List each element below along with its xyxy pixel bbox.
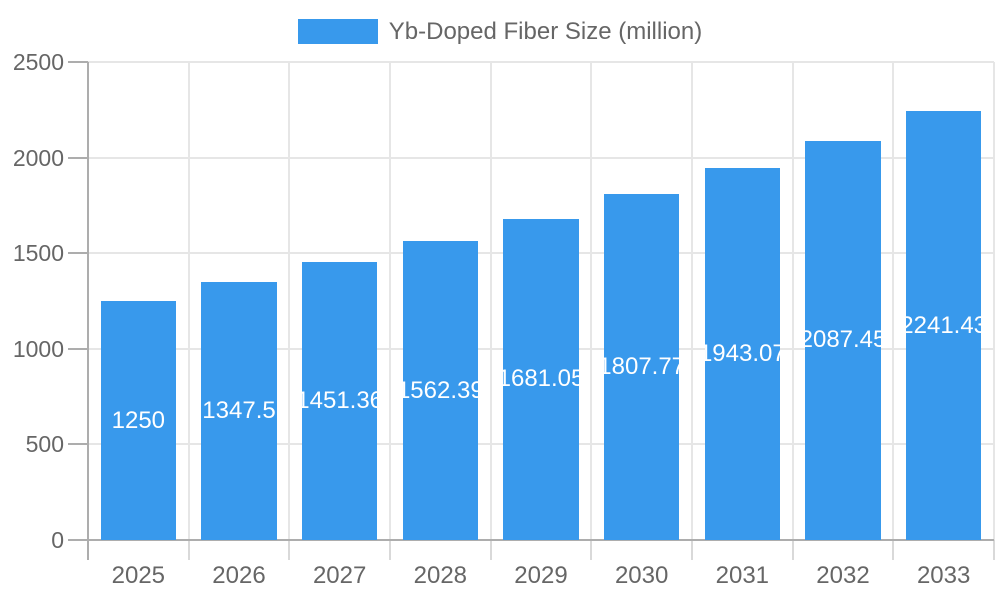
v-gridline xyxy=(288,62,291,540)
bar-2033[interactable]: 2241.43 xyxy=(905,111,982,540)
bar-value-label: 2087.45 xyxy=(805,326,881,354)
bar-2029[interactable]: 1681.05 xyxy=(503,218,579,540)
bar-value-label: 1347.5 xyxy=(202,397,276,425)
bar-value-label: 1250 xyxy=(111,406,166,434)
x-tick-mark xyxy=(187,540,190,560)
bar-value-label: 1562.39 xyxy=(402,376,479,404)
v-gridline xyxy=(691,62,693,540)
h-gridline xyxy=(88,61,994,63)
y-tick-label: 1500 xyxy=(12,240,64,267)
v-gridline xyxy=(590,62,593,540)
y-tick-mark xyxy=(68,347,88,350)
bar-value-label: 2241.43 xyxy=(905,311,982,339)
bar-2031[interactable]: 1943.07 xyxy=(704,168,781,540)
v-gridline xyxy=(187,62,190,540)
x-tick-label: 2031 xyxy=(715,562,770,589)
y-tick-label: 0 xyxy=(51,527,64,553)
x-tick-label: 2030 xyxy=(614,562,669,589)
bar-value-label: 1451.36 xyxy=(301,387,378,415)
y-tick-mark xyxy=(68,252,88,255)
y-tick-label: 500 xyxy=(25,431,64,458)
y-tick-mark xyxy=(68,443,88,446)
x-tick-mark xyxy=(993,540,995,560)
bar-2032[interactable]: 2087.45 xyxy=(805,140,881,540)
y-tick-mark xyxy=(68,156,88,159)
v-gridline xyxy=(791,62,794,540)
h-gridline xyxy=(88,156,994,159)
x-tick-label: 2033 xyxy=(916,562,971,589)
y-tick-label: 1000 xyxy=(12,335,64,362)
x-tick-mark xyxy=(691,540,693,560)
x-tick-label: 2026 xyxy=(212,562,266,589)
x-tick-label: 2028 xyxy=(413,562,468,589)
x-tick-mark xyxy=(489,540,492,560)
y-tick-label: 2000 xyxy=(12,144,64,171)
x-tick-label: 2027 xyxy=(312,562,367,589)
bar-2030[interactable]: 1807.77 xyxy=(603,194,680,540)
bar-2028[interactable]: 1562.39 xyxy=(402,241,479,540)
x-tick-mark xyxy=(288,540,291,560)
v-gridline xyxy=(489,62,492,540)
x-tick-label: 2029 xyxy=(514,562,568,589)
x-tick-mark xyxy=(791,540,794,560)
bar-2026[interactable]: 1347.5 xyxy=(201,282,277,540)
x-axis-line xyxy=(68,539,994,541)
x-tick-label: 2032 xyxy=(816,562,870,589)
v-gridline xyxy=(993,62,995,540)
bar-value-label: 1807.77 xyxy=(603,353,680,381)
x-tick-mark xyxy=(590,540,593,560)
y-axis-line xyxy=(87,62,89,560)
legend-swatch[interactable] xyxy=(297,19,378,44)
bar-2027[interactable]: 1451.36 xyxy=(301,262,378,540)
v-gridline xyxy=(389,62,391,540)
bar-value-label: 1681.05 xyxy=(503,365,579,393)
x-tick-mark xyxy=(892,540,895,560)
x-tick-mark xyxy=(389,540,391,560)
bar-2025[interactable]: 1250 xyxy=(100,301,177,540)
bar-value-label: 1943.07 xyxy=(704,340,781,368)
y-tick-mark xyxy=(68,61,88,63)
legend-label[interactable]: Yb-Doped Fiber Size (million) xyxy=(388,18,703,45)
y-tick-label: 2500 xyxy=(12,49,64,75)
x-tick-label: 2025 xyxy=(111,562,166,589)
legend: Yb-Doped Fiber Size (million) xyxy=(0,19,1000,44)
v-gridline xyxy=(892,62,895,540)
